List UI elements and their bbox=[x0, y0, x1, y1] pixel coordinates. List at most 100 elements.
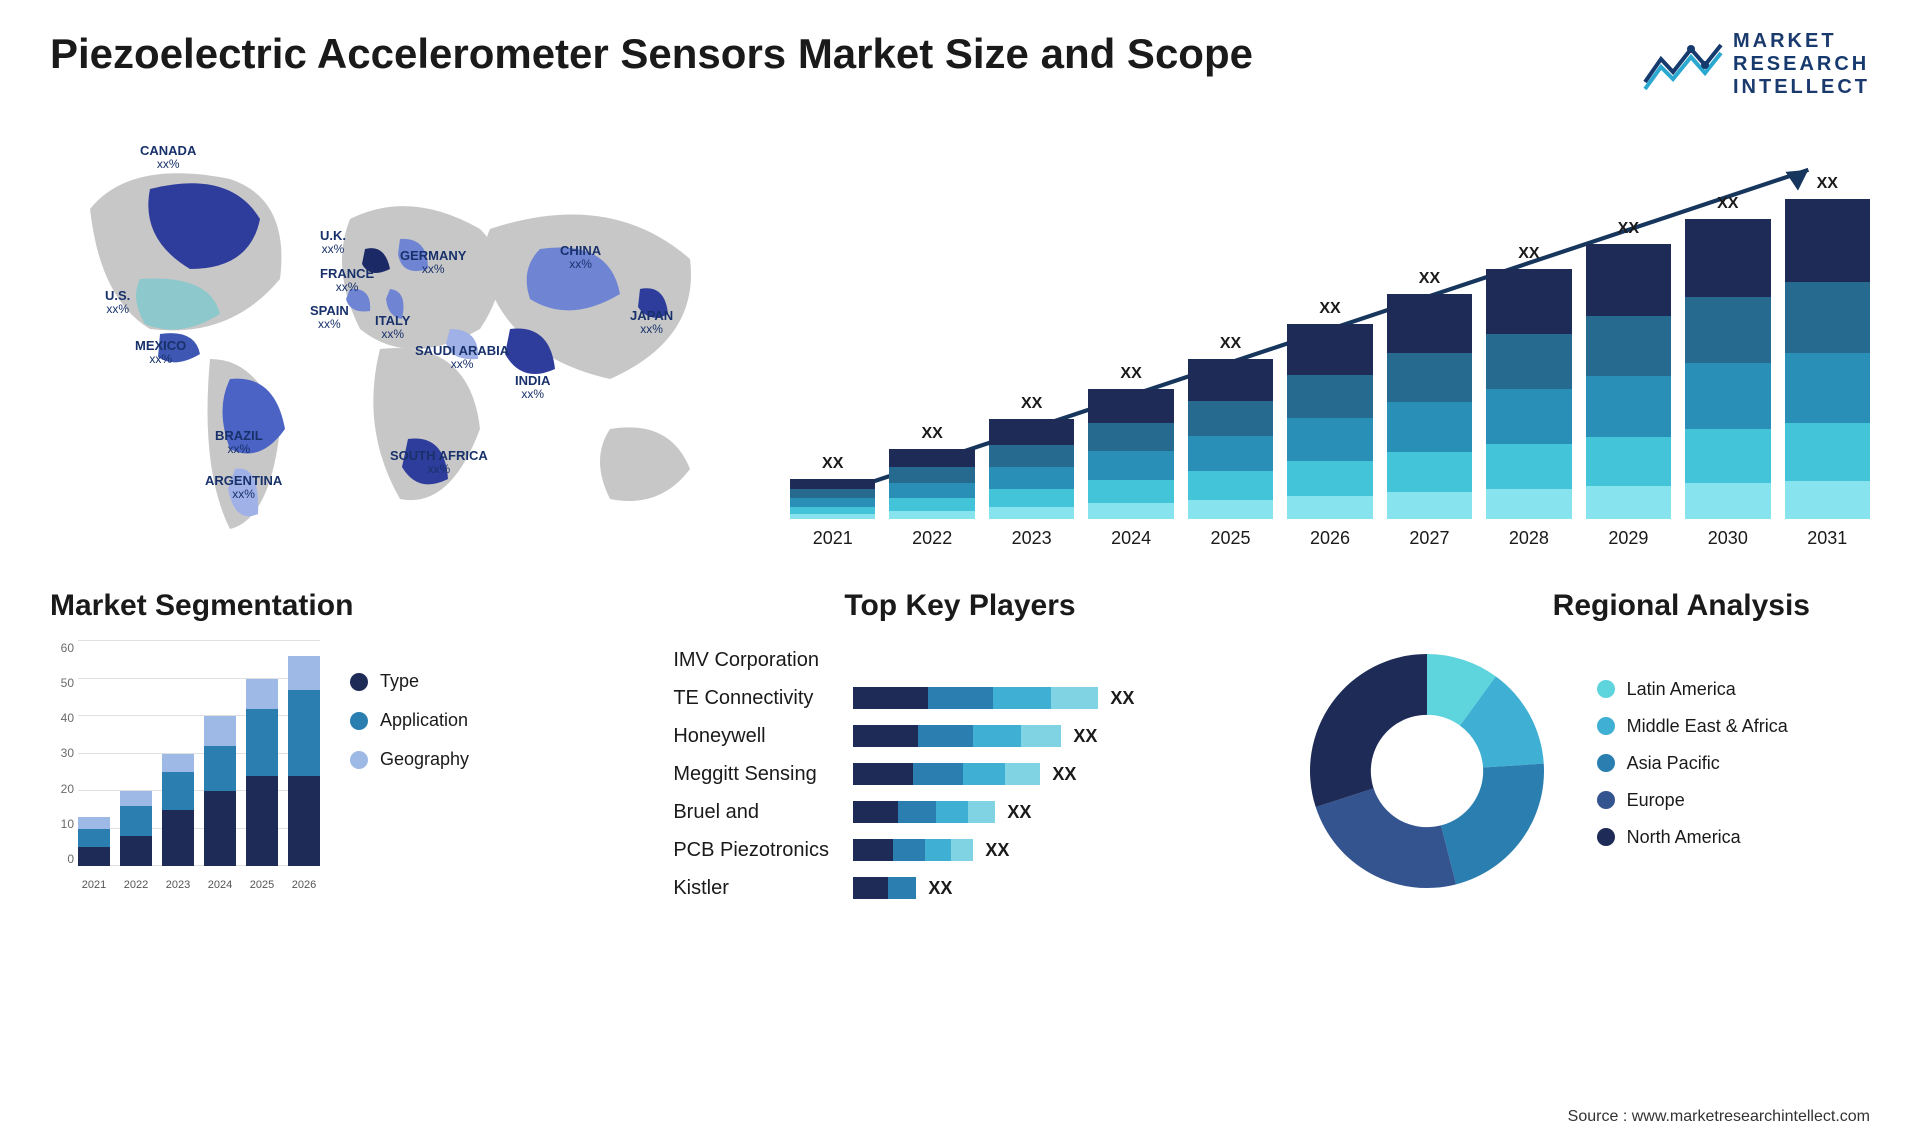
kp-player-label: PCB Piezotronics bbox=[673, 831, 853, 869]
forecast-bar bbox=[1287, 324, 1372, 519]
ra-legend-item: North America bbox=[1597, 827, 1788, 848]
kp-player-label: IMV Corporation bbox=[673, 641, 853, 679]
map-label-u-k-: U.K.xx% bbox=[320, 229, 346, 256]
kp-row: XX bbox=[853, 755, 1246, 793]
seg-legend-item: Geography bbox=[350, 749, 623, 770]
forecast-bar-label: XX bbox=[822, 455, 843, 473]
map-label-mexico: MEXICOxx% bbox=[135, 339, 186, 366]
kp-row: XX bbox=[853, 717, 1246, 755]
forecast-x-label: 2024 bbox=[1088, 528, 1173, 549]
forecast-x-label: 2029 bbox=[1586, 528, 1671, 549]
forecast-bar-label: XX bbox=[1817, 175, 1838, 193]
forecast-bar bbox=[1785, 199, 1870, 519]
forecast-x-label: 2025 bbox=[1188, 528, 1273, 549]
forecast-bar bbox=[1685, 219, 1770, 519]
forecast-bar-label: XX bbox=[1021, 395, 1042, 413]
forecast-x-label: 2031 bbox=[1785, 528, 1870, 549]
seg-y-tick: 10 bbox=[50, 817, 74, 831]
ra-legend-item: Asia Pacific bbox=[1597, 753, 1788, 774]
source-label: Source : www.marketresearchintellect.com bbox=[1568, 1108, 1870, 1126]
forecast-bar-label: XX bbox=[1220, 335, 1241, 353]
key-players-title: Top Key Players bbox=[673, 589, 1246, 623]
donut-slice bbox=[1315, 788, 1455, 888]
forecast-bar bbox=[1586, 244, 1671, 519]
map-label-canada: CANADAxx% bbox=[140, 144, 196, 171]
segmentation-chart: 0102030405060 202120222023202420252026 bbox=[50, 641, 320, 891]
map-label-spain: SPAINxx% bbox=[310, 304, 349, 331]
logo-line2: RESEARCH bbox=[1733, 53, 1870, 76]
forecast-x-label: 2030 bbox=[1685, 528, 1770, 549]
donut-slice bbox=[1310, 654, 1427, 807]
key-players-chart: XXXXXXXXXXXX bbox=[853, 641, 1246, 907]
kp-row: XX bbox=[853, 793, 1246, 831]
regional-panel: Regional Analysis Latin America Middle Ea… bbox=[1297, 589, 1870, 919]
kp-player-label: Bruel and bbox=[673, 793, 853, 831]
key-players-panel: Top Key Players IMV CorporationTE Connec… bbox=[673, 589, 1246, 919]
ra-legend-item: Europe bbox=[1597, 790, 1788, 811]
kp-value-label: XX bbox=[985, 840, 1009, 861]
forecast-bar-label: XX bbox=[1717, 195, 1738, 213]
logo-line1: MARKET bbox=[1733, 30, 1870, 53]
seg-bar bbox=[78, 817, 110, 866]
seg-y-tick: 20 bbox=[50, 782, 74, 796]
forecast-bar-label: XX bbox=[1618, 220, 1639, 238]
logo-line3: INTELLECT bbox=[1733, 76, 1870, 99]
ra-legend-item: Middle East & Africa bbox=[1597, 716, 1788, 737]
seg-x-label: 2025 bbox=[246, 879, 278, 891]
seg-x-label: 2024 bbox=[204, 879, 236, 891]
segmentation-panel: Market Segmentation 0102030405060 202120… bbox=[50, 589, 623, 919]
kp-player-label: TE Connectivity bbox=[673, 679, 853, 717]
map-label-germany: GERMANYxx% bbox=[400, 249, 466, 276]
kp-row: XX bbox=[853, 679, 1246, 717]
seg-y-tick: 30 bbox=[50, 746, 74, 760]
seg-y-tick: 60 bbox=[50, 641, 74, 655]
regional-title: Regional Analysis bbox=[1297, 589, 1870, 623]
forecast-bar bbox=[1486, 269, 1571, 519]
map-label-japan: JAPANxx% bbox=[630, 309, 673, 336]
seg-x-label: 2021 bbox=[78, 879, 110, 891]
kp-value-label: XX bbox=[1007, 802, 1031, 823]
map-label-u-s-: U.S.xx% bbox=[105, 289, 130, 316]
forecast-bar bbox=[989, 419, 1074, 519]
map-label-china: CHINAxx% bbox=[560, 244, 601, 271]
map-label-south-africa: SOUTH AFRICAxx% bbox=[390, 449, 488, 476]
donut-slice bbox=[1441, 764, 1544, 885]
map-label-saudi-arabia: SAUDI ARABIAxx% bbox=[415, 344, 509, 371]
kp-value-label: XX bbox=[1052, 764, 1076, 785]
seg-bar bbox=[204, 716, 236, 866]
map-label-argentina: ARGENTINAxx% bbox=[205, 474, 282, 501]
regional-legend: Latin America Middle East & Africa Asia Pa… bbox=[1597, 679, 1788, 864]
seg-x-label: 2022 bbox=[120, 879, 152, 891]
forecast-bar-label: XX bbox=[1319, 300, 1340, 318]
seg-bar bbox=[288, 656, 320, 866]
forecast-x-label: 2028 bbox=[1486, 528, 1571, 549]
seg-bar bbox=[120, 791, 152, 866]
forecast-x-label: 2027 bbox=[1387, 528, 1472, 549]
world-map: CANADAxx% U.S.xx%MEXICOxx% U.K.xx% FRANCExx… bbox=[50, 129, 750, 549]
logo-icon bbox=[1643, 37, 1723, 92]
seg-x-label: 2023 bbox=[162, 879, 194, 891]
forecast-x-label: 2022 bbox=[889, 528, 974, 549]
forecast-bar bbox=[1188, 359, 1273, 519]
forecast-bar-label: XX bbox=[1518, 245, 1539, 263]
forecast-x-label: 2026 bbox=[1287, 528, 1372, 549]
kp-row: XX bbox=[853, 831, 1246, 869]
regional-donut bbox=[1297, 641, 1557, 901]
segmentation-legend: TypeApplicationGeography bbox=[350, 641, 623, 891]
kp-value-label: XX bbox=[1110, 688, 1134, 709]
forecast-bar-label: XX bbox=[922, 425, 943, 443]
forecast-chart: XXXXXXXXXXXXXXXXXXXXXX 20212022202320242… bbox=[790, 129, 1870, 549]
kp-player-label: Meggitt Sensing bbox=[673, 755, 853, 793]
map-label-france: FRANCExx% bbox=[320, 267, 374, 294]
forecast-bar-label: XX bbox=[1120, 365, 1141, 383]
kp-player-label: Kistler bbox=[673, 869, 853, 907]
page-title: Piezoelectric Accelerometer Sensors Mark… bbox=[50, 30, 1253, 78]
forecast-bar bbox=[1387, 294, 1472, 519]
seg-y-tick: 0 bbox=[50, 852, 74, 866]
seg-bar bbox=[162, 754, 194, 867]
kp-row bbox=[853, 641, 1246, 679]
brand-logo: MARKET RESEARCH INTELLECT bbox=[1643, 30, 1870, 99]
seg-x-label: 2026 bbox=[288, 879, 320, 891]
kp-value-label: XX bbox=[1073, 726, 1097, 747]
ra-legend-item: Latin America bbox=[1597, 679, 1788, 700]
